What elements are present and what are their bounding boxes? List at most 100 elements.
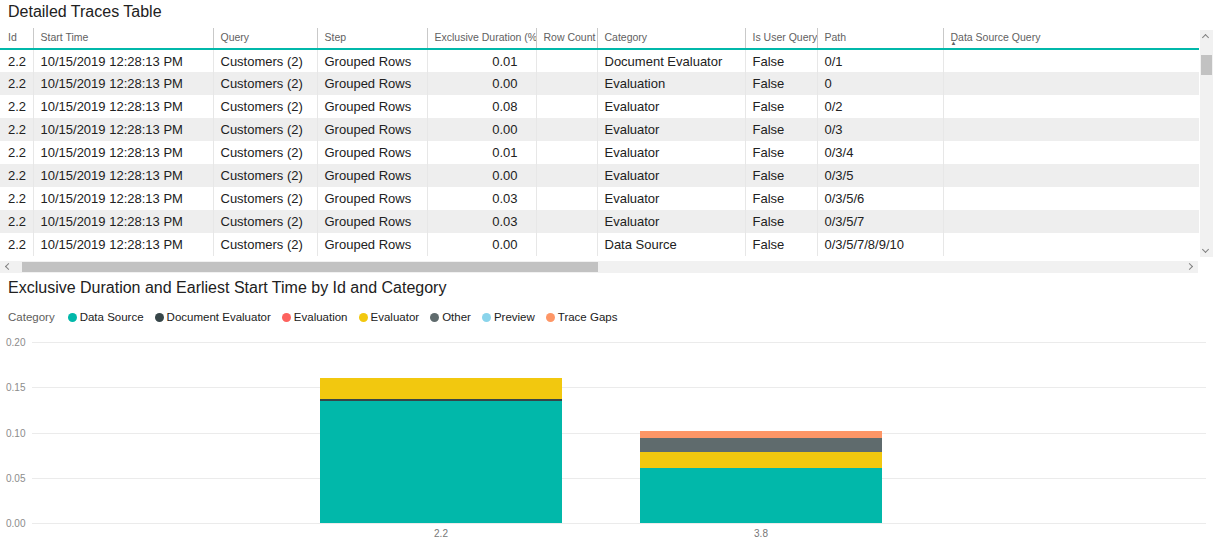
column-header-category[interactable]: Category xyxy=(597,28,745,49)
cell-data-source-query xyxy=(943,95,1199,118)
legend-item-trace-gaps[interactable]: Trace Gaps xyxy=(546,311,618,323)
legend-item-other[interactable]: Other xyxy=(430,311,471,323)
cell-exclusive-duration: 0.03 xyxy=(427,210,536,233)
cell-id: 2.2 xyxy=(0,187,33,210)
legend-item-label: Preview xyxy=(494,311,535,323)
sort-ascending-icon: ▲ xyxy=(951,40,957,46)
bar-segment-data-source[interactable] xyxy=(320,401,562,523)
cell-query: Customers (2) xyxy=(213,187,317,210)
column-header-path[interactable]: Path xyxy=(817,28,943,49)
cell-id: 2.2 xyxy=(0,210,33,233)
table-row[interactable]: 2.2 10/15/2019 12:28:13 PM Customers (2)… xyxy=(0,118,1199,141)
vertical-scrollbar-thumb[interactable] xyxy=(1201,55,1212,75)
column-header-start-time[interactable]: Start Time xyxy=(33,28,213,49)
column-header-data-source-query[interactable]: Data Source Query ▲ xyxy=(943,28,1199,49)
table-row[interactable]: 2.2 10/15/2019 12:28:13 PM Customers (2)… xyxy=(0,210,1199,233)
bars-layer xyxy=(1,342,1201,523)
legend-item-evaluator[interactable]: Evaluator xyxy=(359,311,420,323)
cell-start-time: 10/15/2019 12:28:13 PM xyxy=(33,141,213,164)
cell-row-count xyxy=(536,164,597,187)
horizontal-scrollbar-thumb[interactable] xyxy=(22,262,598,272)
table-row[interactable]: 2.2 10/15/2019 12:28:13 PM Customers (2)… xyxy=(0,141,1199,164)
column-header-label: Data Source Query xyxy=(951,31,1041,43)
cell-query: Customers (2) xyxy=(213,164,317,187)
cell-exclusive-duration: 0.00 xyxy=(427,118,536,141)
bar-segment-trace-gaps[interactable] xyxy=(640,431,882,438)
cell-query: Customers (2) xyxy=(213,141,317,164)
table-vertical-scrollbar[interactable] xyxy=(1200,30,1213,257)
cell-exclusive-duration: 0.00 xyxy=(427,233,536,256)
legend-item-data-source[interactable]: Data Source xyxy=(68,311,144,323)
bar-segment-evaluator[interactable] xyxy=(320,378,562,399)
legend-color-dot xyxy=(282,313,291,322)
scroll-right-icon[interactable] xyxy=(1186,263,1193,270)
cell-is-user-query: False xyxy=(745,233,817,256)
cell-exclusive-duration: 0.03 xyxy=(427,187,536,210)
cell-row-count xyxy=(536,233,597,256)
cell-step: Grouped Rows xyxy=(317,72,427,95)
table-row[interactable]: 2.2 10/15/2019 12:28:13 PM Customers (2)… xyxy=(0,187,1199,210)
scroll-down-icon[interactable] xyxy=(1202,246,1209,253)
column-header-is-user-query[interactable]: Is User Query xyxy=(745,28,817,49)
cell-category: Evaluator xyxy=(597,141,745,164)
cell-path: 0/1 xyxy=(817,49,943,72)
legend-item-label: Evaluator xyxy=(371,311,420,323)
chart-plot-area: 0.000.050.100.150.20 2.23.8 xyxy=(0,336,1214,552)
x-axis-labels: 2.23.8 xyxy=(1,528,1201,542)
cell-data-source-query xyxy=(943,49,1199,72)
table-row[interactable]: 2.2 10/15/2019 12:28:13 PM Customers (2)… xyxy=(0,72,1199,95)
legend-color-dot xyxy=(155,313,164,322)
legend-item-label: Trace Gaps xyxy=(558,311,618,323)
legend-item-label: Data Source xyxy=(80,311,144,323)
cell-id: 2.2 xyxy=(0,233,33,256)
legend-item-evaluation[interactable]: Evaluation xyxy=(282,311,348,323)
stacked-bar-2.2[interactable] xyxy=(320,378,562,523)
legend-items: Data Source Document Evaluator Evaluation E… xyxy=(68,311,618,323)
cell-row-count xyxy=(536,141,597,164)
cell-data-source-query xyxy=(943,118,1199,141)
bar-segment-other[interactable] xyxy=(640,438,882,452)
cell-category: Evaluator xyxy=(597,164,745,187)
cell-step: Grouped Rows xyxy=(317,233,427,256)
table-row[interactable]: 2.2 10/15/2019 12:28:13 PM Customers (2)… xyxy=(0,49,1199,72)
bar-segment-evaluator[interactable] xyxy=(640,452,882,467)
cell-exclusive-duration: 0.00 xyxy=(427,164,536,187)
cell-step: Grouped Rows xyxy=(317,118,427,141)
cell-row-count xyxy=(536,210,597,233)
cell-path: 0/3/4 xyxy=(817,141,943,164)
table-header: Id Start Time Query Step Exclusive Durat… xyxy=(0,28,1199,49)
cell-is-user-query: False xyxy=(745,49,817,72)
table-horizontal-scrollbar[interactable] xyxy=(0,261,1198,273)
scroll-up-icon[interactable] xyxy=(1202,34,1209,41)
legend-color-dot xyxy=(359,313,368,322)
cell-row-count xyxy=(536,118,597,141)
bar-segment-data-source[interactable] xyxy=(640,468,882,523)
cell-query: Customers (2) xyxy=(213,210,317,233)
cell-start-time: 10/15/2019 12:28:13 PM xyxy=(33,210,213,233)
cell-path: 0/2 xyxy=(817,95,943,118)
cell-query: Customers (2) xyxy=(213,49,317,72)
column-header-exclusive-duration[interactable]: Exclusive Duration (%) xyxy=(427,28,536,49)
column-header-step[interactable]: Step xyxy=(317,28,427,49)
column-header-id[interactable]: Id xyxy=(0,28,33,49)
cell-step: Grouped Rows xyxy=(317,141,427,164)
chart-legend: Category Data SourceDocument EvaluatorEv… xyxy=(8,311,617,323)
table-row[interactable]: 2.2 10/15/2019 12:28:13 PM Customers (2)… xyxy=(0,164,1199,187)
column-header-query[interactable]: Query xyxy=(213,28,317,49)
scroll-left-icon[interactable] xyxy=(5,263,12,270)
table-row[interactable]: 2.2 10/15/2019 12:28:13 PM Customers (2)… xyxy=(0,95,1199,118)
cell-id: 2.2 xyxy=(0,49,33,72)
legend-color-dot xyxy=(546,313,555,322)
legend-item-document-evaluator[interactable]: Document Evaluator xyxy=(155,311,271,323)
column-header-row-count[interactable]: Row Count xyxy=(536,28,597,49)
legend-color-dot xyxy=(430,313,439,322)
table-row[interactable]: 2.2 10/15/2019 12:28:13 PM Customers (2)… xyxy=(0,233,1199,256)
cell-category: Evaluator xyxy=(597,210,745,233)
cell-is-user-query: False xyxy=(745,118,817,141)
legend-item-label: Evaluation xyxy=(294,311,348,323)
cell-path: 0 xyxy=(817,72,943,95)
stacked-bar-3.8[interactable] xyxy=(640,431,882,523)
legend-item-preview[interactable]: Preview xyxy=(482,311,535,323)
cell-start-time: 10/15/2019 12:28:13 PM xyxy=(33,95,213,118)
cell-data-source-query xyxy=(943,187,1199,210)
